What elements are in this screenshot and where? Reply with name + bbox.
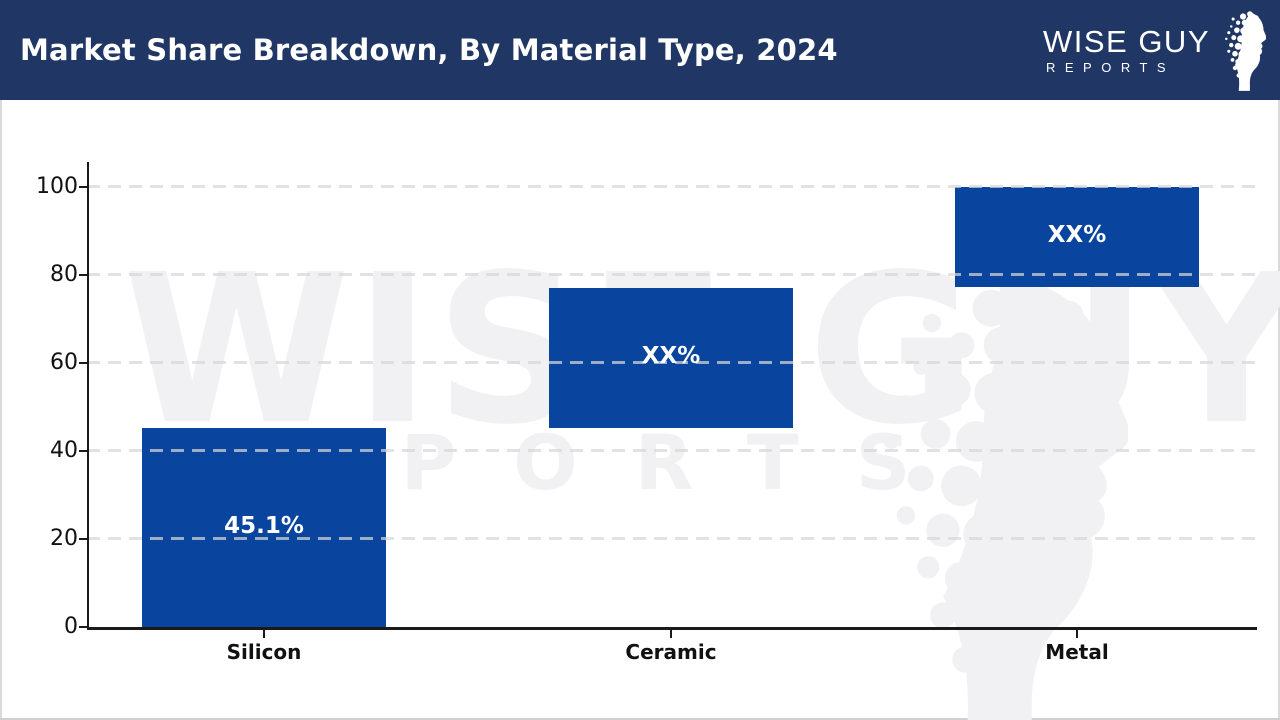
bottom-edge-line [0,718,1280,720]
x-axis-line [87,627,1257,630]
chart-area: WISE GUY REPORTS 45.1%XX%XX%020406080100… [0,100,1280,720]
y-tick-mark [79,273,88,276]
gridline-80 [87,273,1255,277]
y-tick-mark [79,361,88,364]
bar-value-label: 45.1% [224,512,304,539]
watermark-face-icon [758,228,1130,720]
x-tick-mark [263,630,265,638]
plot-region: 45.1% XX% XX% 0 20 40 60 80 100 Silicon Ceramic Met… [0,100,1280,720]
y-tick-label: 40 [50,437,78,463]
y-tick-mark [79,185,88,188]
bar-ceramic [549,287,793,429]
y-tick-mark [79,537,88,540]
x-category-label-ceramic: Ceramic [625,640,717,664]
gridline-40 [87,449,1255,453]
right-edge-line [1278,100,1280,720]
dotted-face-icon [1204,8,1267,92]
bar-value-label: XX% [1047,221,1107,248]
bar-metal [955,186,1199,288]
x-tick-mark [670,630,672,638]
y-tick-label: 60 [50,349,78,375]
y-tick-label: 80 [50,261,78,287]
logo-subtitle: REPORTS [1045,60,1176,75]
logo-wordmark: WISE GUY [1042,24,1210,59]
gridline-100 [87,185,1255,189]
left-edge-line [0,100,2,720]
y-tick-label: 20 [50,525,78,551]
chart-title: Market Share Breakdown, By Material Type… [20,33,838,67]
bar-value-label: XX% [641,342,701,369]
bar-silicon [142,428,386,627]
gridline-60 [87,361,1255,365]
x-tick-mark [1076,630,1078,638]
x-category-label-silicon: Silicon [226,640,302,664]
gridline-20 [87,537,1255,541]
header-bar: Market Share Breakdown, By Material Type… [0,0,1280,100]
wise-guy-reports-logo: WISE GUY REPORTS [1043,8,1267,92]
y-axis-line [87,162,89,629]
logo-text: WISE GUY REPORTS [1043,26,1210,74]
y-tick-mark [79,626,88,628]
y-tick-label: 100 [36,173,78,199]
y-tick-mark [79,449,88,452]
y-tick-label: 0 [64,614,78,639]
x-category-label-metal: Metal [1045,640,1109,664]
